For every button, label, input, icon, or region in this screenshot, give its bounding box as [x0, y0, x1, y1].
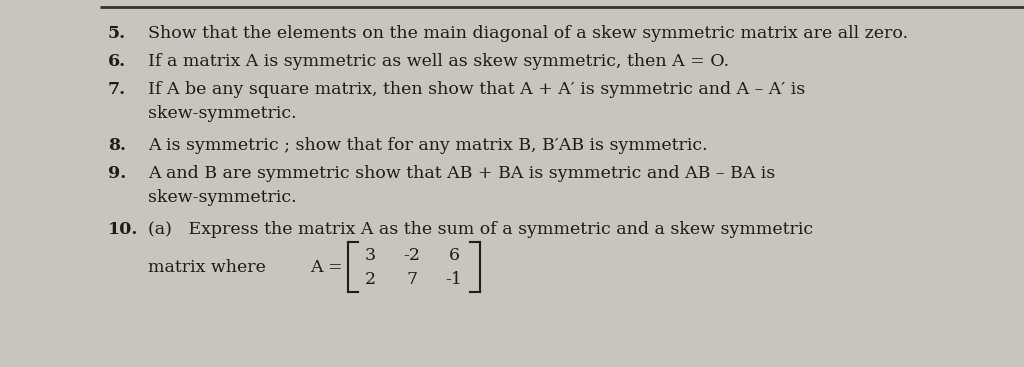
Text: 2: 2	[365, 270, 376, 287]
Text: (a)   Express the matrix A as the sum of a symmetric and a skew symmetric: (a) Express the matrix A as the sum of a…	[148, 221, 813, 238]
Text: A and B are symmetric show that AB + BA is symmetric and AB – BA is: A and B are symmetric show that AB + BA …	[148, 165, 775, 182]
Text: If a matrix A is symmetric as well as skew symmetric, then A = O.: If a matrix A is symmetric as well as sk…	[148, 53, 729, 70]
Text: A is symmetric ; show that for any matrix B, B′AB is symmetric.: A is symmetric ; show that for any matri…	[148, 137, 708, 154]
Text: Show that the elements on the main diagonal of a skew symmetric matrix are all z: Show that the elements on the main diago…	[148, 25, 908, 42]
Text: 8.: 8.	[108, 137, 126, 154]
Text: 6: 6	[449, 247, 460, 264]
Text: skew-symmetric.: skew-symmetric.	[148, 105, 297, 122]
Text: matrix where: matrix where	[148, 258, 266, 276]
Text: 7.: 7.	[108, 81, 126, 98]
Text: -1: -1	[445, 270, 463, 287]
Text: 9.: 9.	[108, 165, 126, 182]
Text: 10.: 10.	[108, 221, 138, 238]
Text: 7: 7	[407, 270, 418, 287]
Text: -2: -2	[403, 247, 421, 264]
Text: 5.: 5.	[108, 25, 126, 42]
Text: 3: 3	[365, 247, 376, 264]
Text: skew-symmetric.: skew-symmetric.	[148, 189, 297, 206]
Text: 6.: 6.	[108, 53, 126, 70]
Text: If A be any square matrix, then show that A + A′ is symmetric and A – A′ is: If A be any square matrix, then show tha…	[148, 81, 805, 98]
Text: A =: A =	[310, 258, 343, 276]
